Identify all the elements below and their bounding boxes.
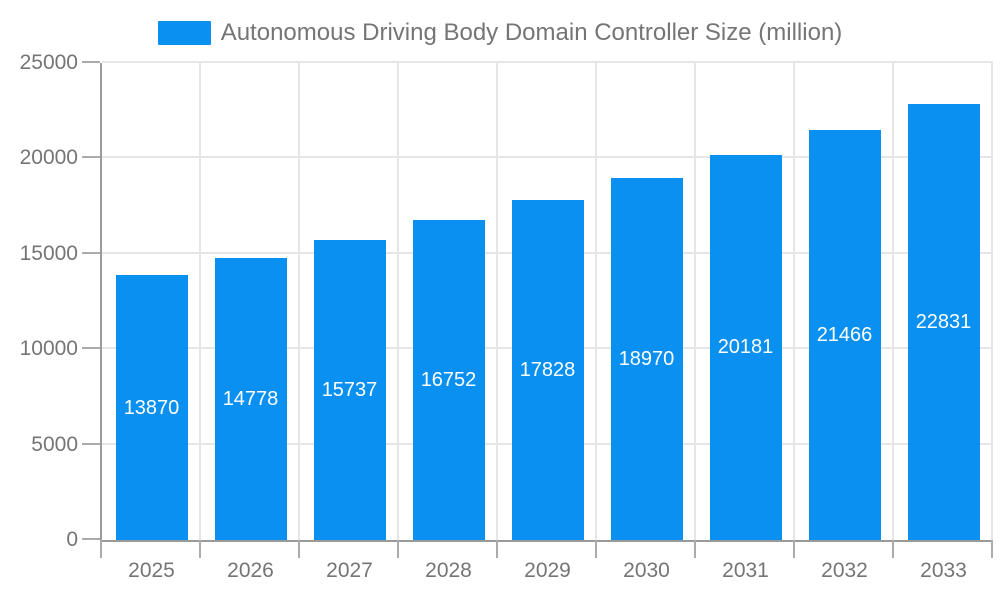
x-gridline [595, 63, 597, 540]
y-axis-tick [82, 347, 100, 350]
x-gridline [793, 63, 795, 540]
bar-value-label: 13870 [123, 396, 180, 419]
x-axis-label: 2026 [227, 559, 274, 582]
bar-2030[interactable]: 18970 [610, 178, 683, 540]
x-axis-tick [595, 540, 597, 558]
bar-2025[interactable]: 13870 [115, 275, 188, 540]
bar-value-label: 18970 [618, 348, 675, 371]
x-gridline [991, 63, 993, 540]
y-axis-label: 20000 [19, 146, 78, 170]
x-gridline [397, 63, 399, 540]
y-gridline [102, 156, 993, 159]
legend-swatch-icon [157, 21, 211, 45]
x-axis-tick [694, 540, 696, 558]
bar-value-label: 17828 [519, 358, 576, 381]
legend-item[interactable]: Autonomous Driving Body Domain Controlle… [157, 19, 843, 47]
y-gridline [102, 61, 993, 63]
y-axis-label: 15000 [19, 241, 78, 265]
x-axis-tick [496, 540, 498, 558]
y-axis-tick [82, 538, 100, 540]
x-axis-label: 2030 [623, 559, 670, 582]
y-axis-label: 25000 [19, 51, 78, 74]
bar-2029[interactable]: 17828 [511, 199, 584, 540]
x-axis-tick [199, 540, 201, 558]
legend-label: Autonomous Driving Body Domain Controlle… [220, 19, 843, 46]
plot-area: 13870 14778 15737 16752 17828 18970 20181 21466… [82, 61, 993, 558]
x-gridline [199, 63, 201, 540]
x-axis-label: 2028 [425, 559, 472, 582]
bar-2027[interactable]: 15737 [313, 239, 386, 540]
y-axis-tick [82, 442, 100, 445]
y-axis-label: 5000 [31, 432, 78, 456]
bar-2032[interactable]: 21466 [808, 130, 881, 540]
bar-2028[interactable]: 16752 [412, 220, 485, 540]
x-axis-label: 2031 [722, 559, 769, 582]
x-gridline [298, 63, 300, 540]
x-axis-label: 2027 [326, 559, 373, 582]
y-axis-label: 0 [66, 528, 78, 551]
bar-2031[interactable]: 20181 [709, 154, 782, 540]
x-axis-tick [991, 540, 993, 558]
x-axis-label: 2032 [821, 559, 868, 582]
bar-value-label: 22831 [915, 311, 972, 334]
x-gridline [694, 63, 696, 540]
x-gridline [496, 63, 498, 540]
bar-value-label: 15737 [321, 378, 378, 401]
x-axis-tick [298, 540, 300, 558]
x-axis-tick [100, 540, 102, 558]
x-axis-label: 2029 [524, 559, 571, 582]
x-axis-label: 2025 [128, 559, 175, 582]
legend: Autonomous Driving Body Domain Controlle… [0, 15, 1000, 51]
bar-value-label: 21466 [816, 324, 873, 347]
bar-value-label: 16752 [420, 369, 477, 392]
x-gridline [892, 63, 894, 540]
bar-2033[interactable]: 22831 [907, 104, 980, 540]
x-axis-label: 2033 [920, 559, 967, 582]
y-axis-tick [82, 251, 100, 254]
x-axis-tick [892, 540, 894, 558]
x-axis-tick [397, 540, 399, 558]
bar-value-label: 20181 [717, 336, 774, 359]
y-axis-tick [82, 156, 100, 159]
bar-2026[interactable]: 14778 [214, 258, 287, 540]
y-axis-tick [82, 61, 100, 63]
x-axis-line [100, 540, 993, 542]
y-axis-label: 10000 [19, 337, 78, 361]
x-axis-tick [793, 540, 795, 558]
bar-value-label: 14778 [222, 388, 279, 411]
y-axis-line [100, 63, 102, 540]
